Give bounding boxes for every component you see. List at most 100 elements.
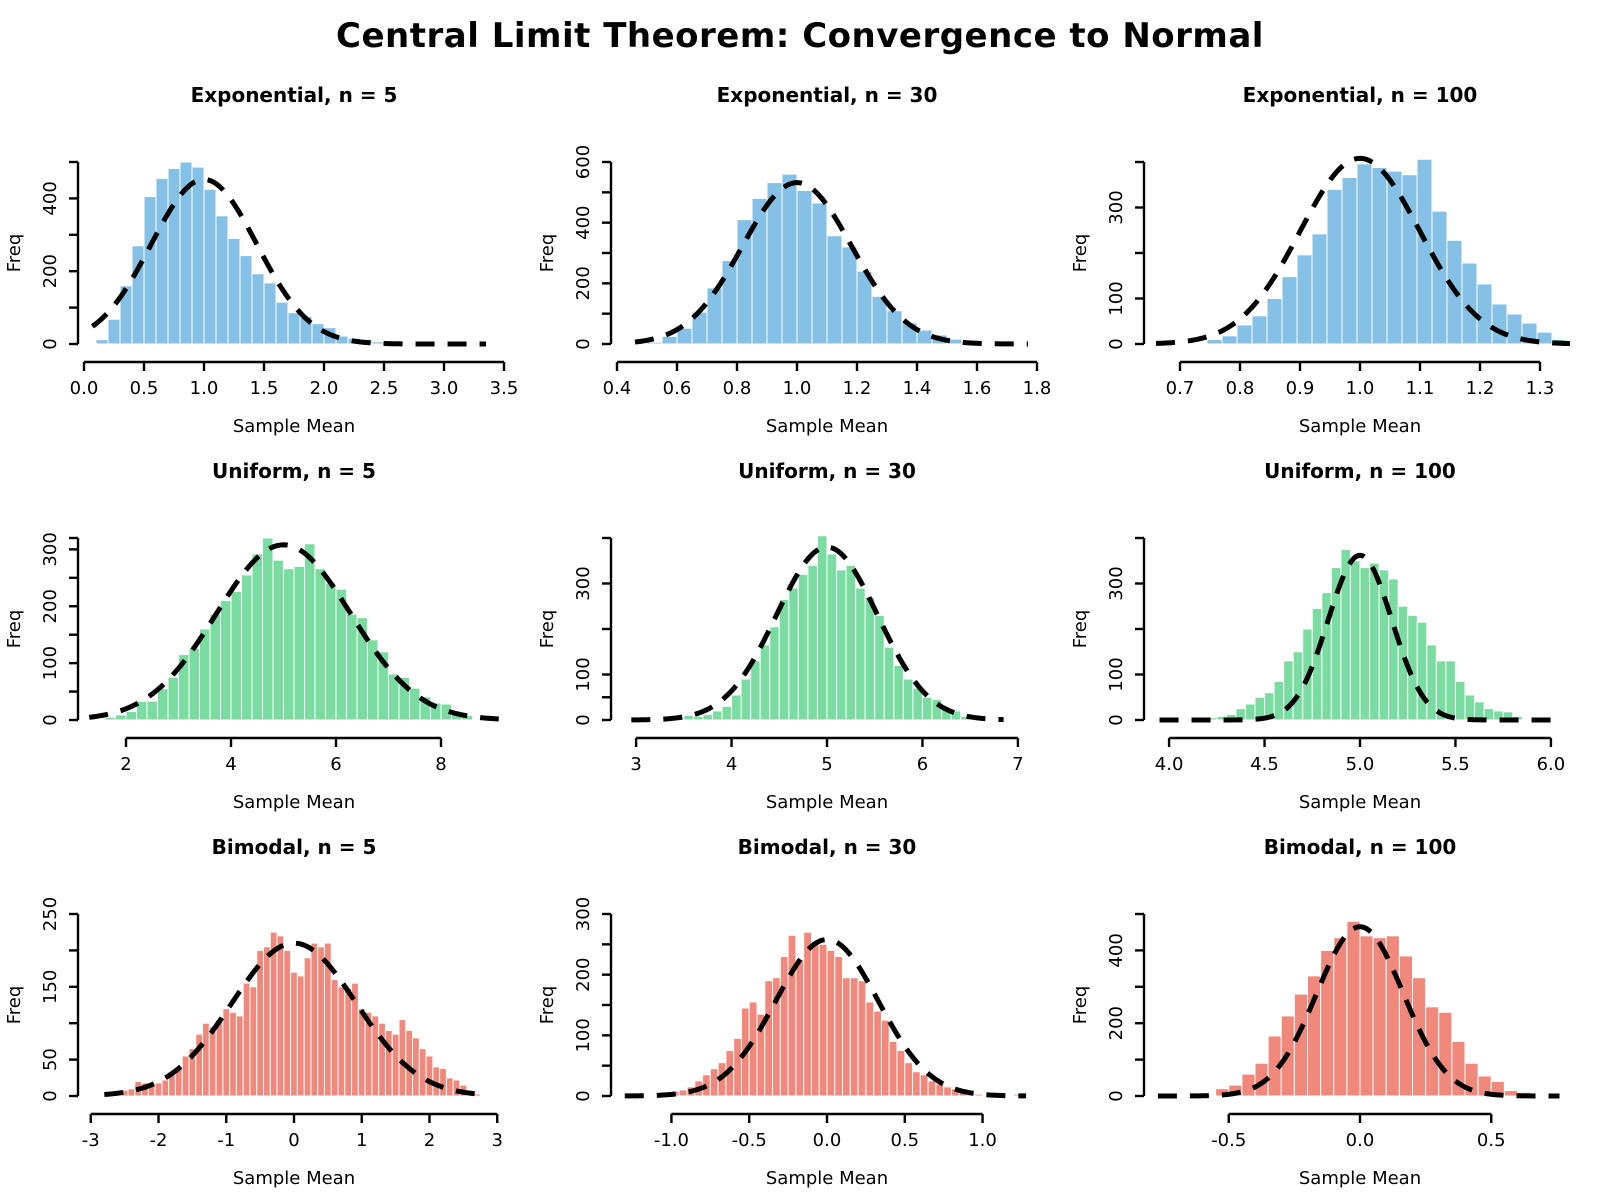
panel-svg-bimodal-n-30: Bimodal, n = 30 0 100 200 300 -1.0 -0.5 0.0 0.5 1… — [537, 835, 1027, 1189]
x-axis: 0.7 0.8 0.9 1.0 1.1 1.2 1.3 — [1166, 360, 1555, 399]
histogram-bars — [1206, 548, 1523, 721]
x-tick-label: 5 — [821, 754, 832, 775]
panel-title: Exponential, n = 100 — [1243, 83, 1478, 107]
panel-svg-uniform-n-5: Uniform, n = 5 0 100 200 300 2 4 6 8 Sample Mean F… — [4, 459, 499, 813]
x-tick-label: 1.5 — [250, 378, 279, 399]
x-tick-label: 0 — [288, 1130, 299, 1151]
y-tick-label: 100 — [1106, 657, 1127, 691]
panel-title: Bimodal, n = 100 — [1264, 835, 1457, 859]
panel-uniform-n-30: Uniform, n = 30 0 100 300 3 4 5 6 7 Sample Mean Fr… — [533, 448, 1066, 824]
x-axis: 0.0 0.5 1.0 1.5 2.0 2.5 3.0 3.5 — [70, 360, 518, 399]
figure-title: Central Limit Theorem: Convergence to No… — [336, 16, 1264, 56]
x-tick-label: 0.9 — [1286, 378, 1315, 399]
y-tick-label: 150 — [40, 970, 61, 1004]
x-axis-label: Sample Mean — [1299, 416, 1421, 437]
panel-svg-uniform-n-30: Uniform, n = 30 0 100 300 3 4 5 6 7 Sample Mean Fr… — [537, 459, 1024, 813]
x-axis: 2 4 6 8 — [120, 736, 447, 775]
y-axis-label: Freq — [4, 986, 25, 1025]
y-axis-label: Freq — [1070, 234, 1091, 273]
y-axis: 0 100 200 300 — [573, 897, 613, 1102]
y-tick-label: 100 — [573, 657, 594, 691]
y-tick-label: 200 — [1106, 1006, 1127, 1040]
grid-row-1: Exponential, n = 5 0 200 400 0.0 0.5 1.0 1.5 2.0… — [0, 72, 1600, 448]
x-tick-label: 2.0 — [310, 378, 339, 399]
panel-svg-bimodal-n-5: Bimodal, n = 5 0 50 150 250 -3 -2 -1 0 1 2 3 Sample … — [4, 835, 503, 1189]
y-axis: 0 50 150 250 — [40, 897, 80, 1102]
y-axis: 0 100 300 — [1106, 160, 1146, 350]
y-tick-label: 400 — [573, 205, 594, 239]
x-tick-label: 4 — [225, 754, 236, 775]
y-axis-label: Freq — [537, 610, 558, 649]
y-axis-label: Freq — [537, 986, 558, 1025]
x-tick-label: -0.5 — [1211, 1130, 1246, 1151]
x-tick-label: -3 — [82, 1130, 100, 1151]
x-axis: -3 -2 -1 0 1 2 3 — [82, 1112, 503, 1151]
y-tick-label: 0 — [1106, 714, 1127, 725]
x-tick-label: -0.5 — [732, 1130, 767, 1151]
panel-exponential-n-100: Exponential, n = 100 0 100 300 0.7 0.8 0.9 1.0 1… — [1066, 72, 1599, 448]
x-axis: 0.4 0.6 0.8 1.0 1.2 1.4 1.6 1.8 — [603, 360, 1052, 399]
grid-row-2: Uniform, n = 5 0 100 200 300 2 4 6 8 Sample Mean F… — [0, 448, 1600, 824]
x-axis: -0.5 0.0 0.5 — [1211, 1112, 1506, 1151]
y-axis-label: Freq — [4, 234, 25, 273]
y-axis-label: Freq — [1070, 986, 1091, 1025]
x-axis-label: Sample Mean — [1299, 792, 1421, 813]
y-axis: 0 100 200 300 — [40, 532, 80, 726]
y-tick-label: 300 — [40, 532, 61, 566]
y-tick-label: 0 — [573, 1090, 594, 1101]
histogram-bars — [673, 535, 971, 721]
y-tick-label: 200 — [40, 589, 61, 623]
x-tick-label: 1.2 — [1466, 378, 1495, 399]
x-tick-label: 1.8 — [1023, 378, 1052, 399]
x-tick-label: 0.0 — [70, 378, 99, 399]
panel-exponential-n-5: Exponential, n = 5 0 200 400 0.0 0.5 1.0 1.5 2.0… — [0, 72, 533, 448]
normal-curve — [1155, 155, 1571, 347]
y-tick-label: 300 — [573, 566, 594, 600]
panel-title: Bimodal, n = 30 — [738, 835, 917, 859]
normal-curve — [104, 940, 484, 1098]
histogram-bars — [663, 931, 1022, 1097]
y-axis: 0 200 400 — [40, 160, 80, 350]
panel-title: Exponential, n = 5 — [191, 83, 398, 107]
panel-bimodal-n-30: Bimodal, n = 30 0 100 200 300 -1.0 -0.5 0.0 0.5 1… — [533, 824, 1066, 1200]
panel-title: Uniform, n = 30 — [738, 459, 916, 483]
x-tick-label: 0.8 — [723, 378, 752, 399]
x-axis-label: Sample Mean — [766, 792, 888, 813]
histogram-bars — [104, 537, 473, 721]
x-tick-label: -1 — [217, 1130, 235, 1151]
panel-bimodal-n-100: Bimodal, n = 100 0 200 400 -0.5 0.0 0.5 Sample … — [1066, 824, 1599, 1200]
panel-uniform-n-5: Uniform, n = 5 0 100 200 300 2 4 6 8 Sample Mean F… — [0, 448, 533, 824]
x-axis-label: Sample Mean — [233, 792, 355, 813]
panel-grid: Exponential, n = 5 0 200 400 0.0 0.5 1.0 1.5 2.0… — [0, 72, 1600, 1200]
y-tick-label: 200 — [573, 266, 594, 300]
x-tick-label: 1.3 — [1526, 378, 1555, 399]
y-axis: 0 200 400 — [1106, 912, 1146, 1102]
x-tick-label: 5.5 — [1441, 754, 1470, 775]
x-axis: 3 4 5 6 7 — [630, 736, 1024, 775]
normal-curve — [624, 936, 1027, 1099]
histogram-bars — [1206, 158, 1568, 345]
x-tick-label: 4 — [726, 754, 737, 775]
normal-curve — [634, 180, 1028, 347]
x-tick-label: 4.0 — [1155, 754, 1184, 775]
x-axis: -1.0 -0.5 0.0 0.5 1.0 — [654, 1112, 997, 1151]
x-tick-label: 2 — [120, 754, 131, 775]
x-tick-label: 5.0 — [1346, 754, 1375, 775]
x-tick-label: 6.0 — [1537, 754, 1566, 775]
x-axis-label: Sample Mean — [1299, 1168, 1421, 1189]
y-axis-label: Freq — [537, 234, 558, 273]
panel-svg-uniform-n-100: Uniform, n = 100 0 100 300 4.0 4.5 5.0 5.5 6.0 Sa… — [1070, 459, 1566, 813]
x-tick-label: 1.6 — [963, 378, 992, 399]
x-tick-label: 6 — [917, 754, 928, 775]
y-tick-label: 300 — [1106, 566, 1127, 600]
x-axis: 4.0 4.5 5.0 5.5 6.0 — [1155, 736, 1566, 775]
x-tick-label: 0.0 — [813, 1130, 842, 1151]
y-tick-label: 100 — [40, 646, 61, 680]
panel-title: Uniform, n = 100 — [1264, 459, 1456, 483]
x-tick-label: 0.0 — [1346, 1130, 1375, 1151]
x-axis-label: Sample Mean — [233, 416, 355, 437]
y-tick-label: 50 — [40, 1048, 61, 1071]
y-tick-label: 600 — [573, 145, 594, 179]
y-tick-label: 0 — [40, 338, 61, 349]
x-tick-label: 1.4 — [903, 378, 932, 399]
